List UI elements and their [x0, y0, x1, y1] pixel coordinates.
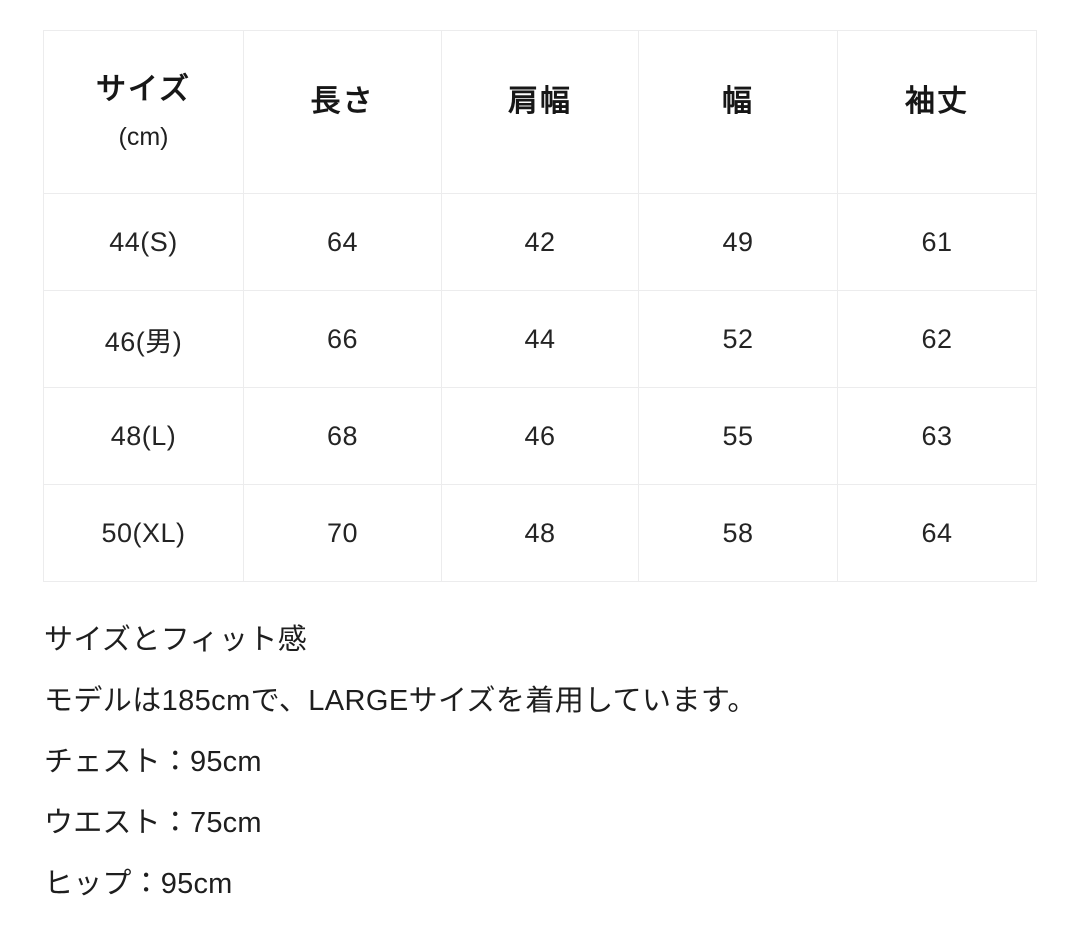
- model-note: モデルは185cmで、LARGEサイズを着用しています。: [44, 685, 757, 717]
- size-table-container: サイズ (cm) 長さ 肩幅: [43, 30, 1037, 582]
- table-header-row: サイズ (cm) 長さ 肩幅: [43, 30, 1037, 194]
- cell-shoulder: 44: [441, 290, 639, 388]
- cell-length: 68: [243, 387, 442, 485]
- cell-length: 70: [243, 484, 442, 582]
- size-table-header: サイズ (cm) 長さ 肩幅: [43, 30, 1037, 194]
- cell-size: 44(S): [43, 193, 244, 291]
- column-header-sleeve-label: 袖丈: [905, 85, 969, 118]
- cell-shoulder: 42: [441, 193, 639, 291]
- cell-sleeve: 62: [837, 290, 1037, 388]
- cell-width: 55: [638, 387, 838, 485]
- fit-heading: サイズとフィット感: [44, 624, 308, 656]
- column-header-shoulder: 肩幅: [441, 30, 639, 194]
- column-header-width: 幅: [638, 30, 838, 194]
- cell-size: 48(L): [43, 387, 244, 485]
- cell-sleeve: 64: [837, 484, 1037, 582]
- cell-width: 49: [638, 193, 838, 291]
- fit-description-block: サイズとフィット感 モデルは185cmで、LARGEサイズを着用しています。 チ…: [44, 626, 1044, 899]
- cell-size: 50(XL): [43, 484, 244, 582]
- measurement-hip: ヒップ：95cm: [44, 868, 233, 900]
- table-row: 44(S) 64 42 49 61: [43, 193, 1037, 291]
- column-header-size-unit: (cm): [118, 122, 169, 151]
- cell-size: 46(男): [43, 290, 244, 388]
- table-row: 50(XL) 70 48 58 64: [43, 484, 1037, 582]
- cell-width: 58: [638, 484, 838, 582]
- column-header-length-label: 長さ: [310, 85, 375, 118]
- column-header-sleeve: 袖丈: [837, 30, 1037, 194]
- cell-sleeve: 61: [837, 193, 1037, 291]
- measurement-waist: ウエスト：75cm: [44, 807, 262, 839]
- column-header-width-label: 幅: [722, 85, 754, 118]
- measurement-chest: チェスト：95cm: [44, 746, 262, 778]
- column-header-shoulder-label: 肩幅: [508, 85, 572, 118]
- table-row: 48(L) 68 46 55 63: [43, 387, 1037, 485]
- cell-shoulder: 48: [441, 484, 639, 582]
- cell-shoulder: 46: [441, 387, 639, 485]
- table-row: 46(男) 66 44 52 62: [43, 290, 1037, 388]
- column-header-size: サイズ (cm): [43, 30, 244, 194]
- size-table: サイズ (cm) 長さ 肩幅: [43, 30, 1037, 582]
- cell-length: 66: [243, 290, 442, 388]
- column-header-length: 長さ: [243, 30, 442, 194]
- cell-sleeve: 63: [837, 387, 1037, 485]
- size-table-body: 44(S) 64 42 49 61 46(男) 66 44 52 62 48(L…: [43, 193, 1037, 582]
- cell-length: 64: [243, 193, 442, 291]
- column-header-size-label: サイズ: [95, 72, 192, 106]
- cell-width: 52: [638, 290, 838, 388]
